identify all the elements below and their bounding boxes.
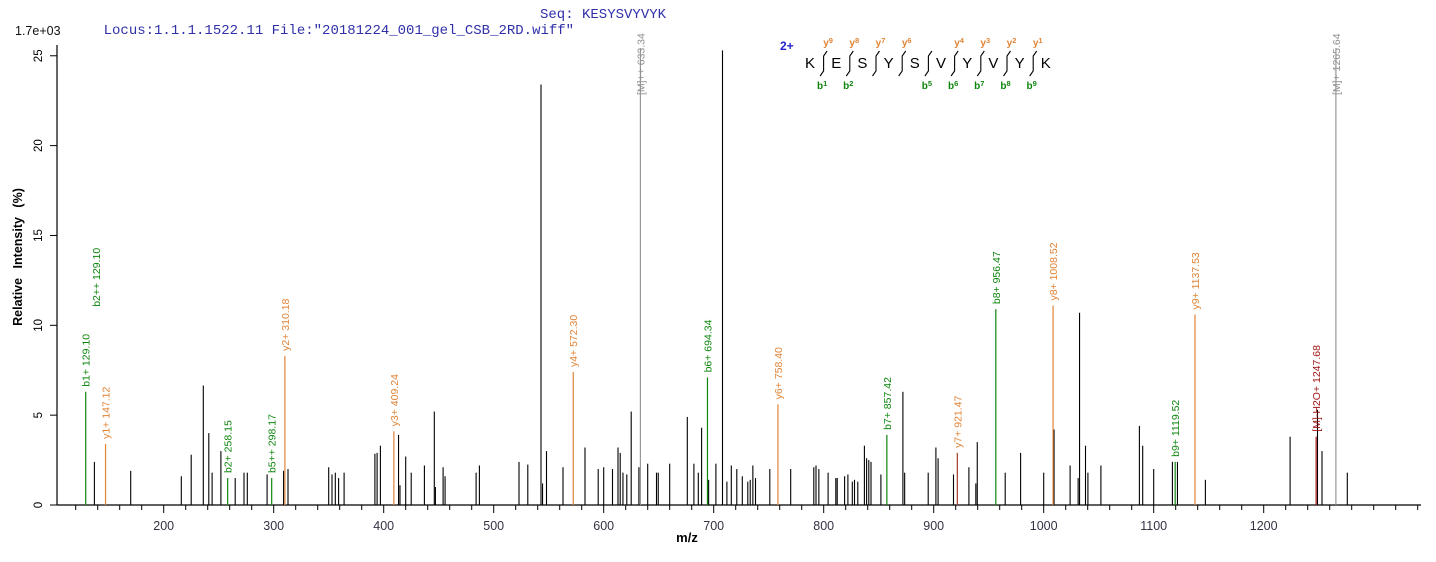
residue-letter: K — [1041, 55, 1051, 72]
peak-label: y9+ 1137.53 — [1190, 252, 1202, 309]
residue-letter: Y — [962, 55, 972, 72]
x-tick-label: 200 — [153, 519, 174, 533]
fragment-marker — [872, 50, 880, 77]
header-bar: Locus:1.1.1.1522.11 File:"20181224_001_g… — [70, 7, 666, 71]
locus-file-label: Locus:1.1.1.1522.11 File:"20181224_001_g… — [103, 23, 575, 39]
peak-label: b1+ 129.10 — [81, 334, 93, 387]
b-ion-label: b6 — [948, 79, 958, 92]
fragment-marker — [898, 50, 907, 77]
base-peak-intensity-label: 1.7e+03 — [15, 24, 61, 38]
y-ion-label: y6 — [902, 36, 912, 49]
peak-label: y4+ 572.30 — [568, 315, 580, 367]
x-tick-label: 600 — [593, 519, 614, 533]
y-tick-label: 5 — [33, 412, 45, 418]
precursor-charge-label: 2+ — [780, 39, 794, 53]
y-tick-label: 0 — [33, 502, 45, 508]
x-tick-label: 300 — [263, 519, 284, 533]
y-tick-label: 20 — [33, 139, 45, 152]
precursor-marker-label: [M]+ 1265.64 — [1331, 33, 1343, 95]
peak-label: [M]-H2O+ 1247.68 — [1311, 345, 1323, 432]
b-ion-label: b8 — [1000, 79, 1010, 92]
y-ion-label: y8 — [849, 36, 859, 49]
residue-letter: S — [910, 55, 920, 72]
x-tick-label: 700 — [703, 519, 724, 533]
peak-label: b6+ 694.34 — [702, 319, 714, 372]
residue-letter: V — [988, 55, 998, 72]
peak-label: b9+ 1119.52 — [1170, 400, 1182, 457]
b-ion-label: b9 — [1027, 79, 1037, 92]
residue-letter: K — [805, 55, 815, 72]
x-tick-label: 400 — [373, 519, 394, 533]
residue-letter: S — [857, 55, 867, 72]
y-ion-label: y2 — [1007, 36, 1017, 49]
peak-label: y7+ 921.47 — [952, 395, 964, 447]
residue-letter: Y — [884, 55, 894, 72]
peak-label: y3+ 409.24 — [389, 374, 401, 426]
y-tick-label: 15 — [33, 229, 45, 242]
peak-label: y6+ 758.40 — [773, 347, 785, 399]
b-ion-label: b2 — [843, 79, 853, 92]
y-tick-label: 25 — [33, 49, 45, 62]
residue-letter: E — [831, 55, 841, 72]
y-ion-label: y4 — [954, 36, 965, 49]
y-ion-label: y1 — [1033, 36, 1043, 49]
x-tick-label: 800 — [813, 519, 834, 533]
y-ion-label: y7 — [876, 36, 886, 49]
fragment-marker — [1003, 50, 1011, 77]
peak-label: b5++ 298.17 — [267, 414, 279, 473]
b-ion-label: b7 — [974, 79, 984, 92]
fragment-marker — [976, 50, 985, 77]
peak-label: b2++ 129.10 — [91, 248, 103, 307]
b-ion-label: b1 — [817, 79, 827, 92]
x-tick-label: 500 — [483, 519, 504, 533]
b-ion-label: b5 — [922, 79, 932, 92]
peak-label: b2+ 258.15 — [223, 420, 235, 473]
fragment-marker — [845, 50, 854, 77]
peak-label: y2+ 310.18 — [280, 298, 292, 350]
y-ion-label: y3 — [980, 36, 990, 49]
residue-letter: V — [936, 55, 946, 72]
peak-label: b8+ 956.47 — [991, 251, 1003, 304]
fragment-marker — [924, 50, 933, 77]
y-axis-title: Relative Intensity (%) — [11, 188, 25, 326]
x-tick-label: 1100 — [1140, 519, 1167, 533]
y-tick-label: 10 — [33, 319, 45, 332]
residue-letter: Y — [1015, 55, 1025, 72]
x-tick-label: 1000 — [1030, 519, 1058, 533]
sequence-label: Seq: KESYSVYVYK — [540, 7, 667, 23]
fragment-marker — [1029, 50, 1038, 77]
x-tick-label: 900 — [923, 519, 944, 533]
fragment-marker — [819, 50, 828, 77]
x-tick-label: 1200 — [1250, 519, 1278, 533]
precursor-marker-label: [M]++ 633.34 — [635, 33, 647, 95]
fragment-marker — [950, 50, 959, 77]
x-axis-title: m/z — [676, 530, 698, 545]
peak-label: y8+ 1008.52 — [1048, 242, 1060, 300]
y-ion-label: y9 — [823, 36, 833, 49]
peak-label: y1+ 147.12 — [101, 386, 113, 438]
peak-label: b7+ 857.42 — [882, 377, 894, 430]
